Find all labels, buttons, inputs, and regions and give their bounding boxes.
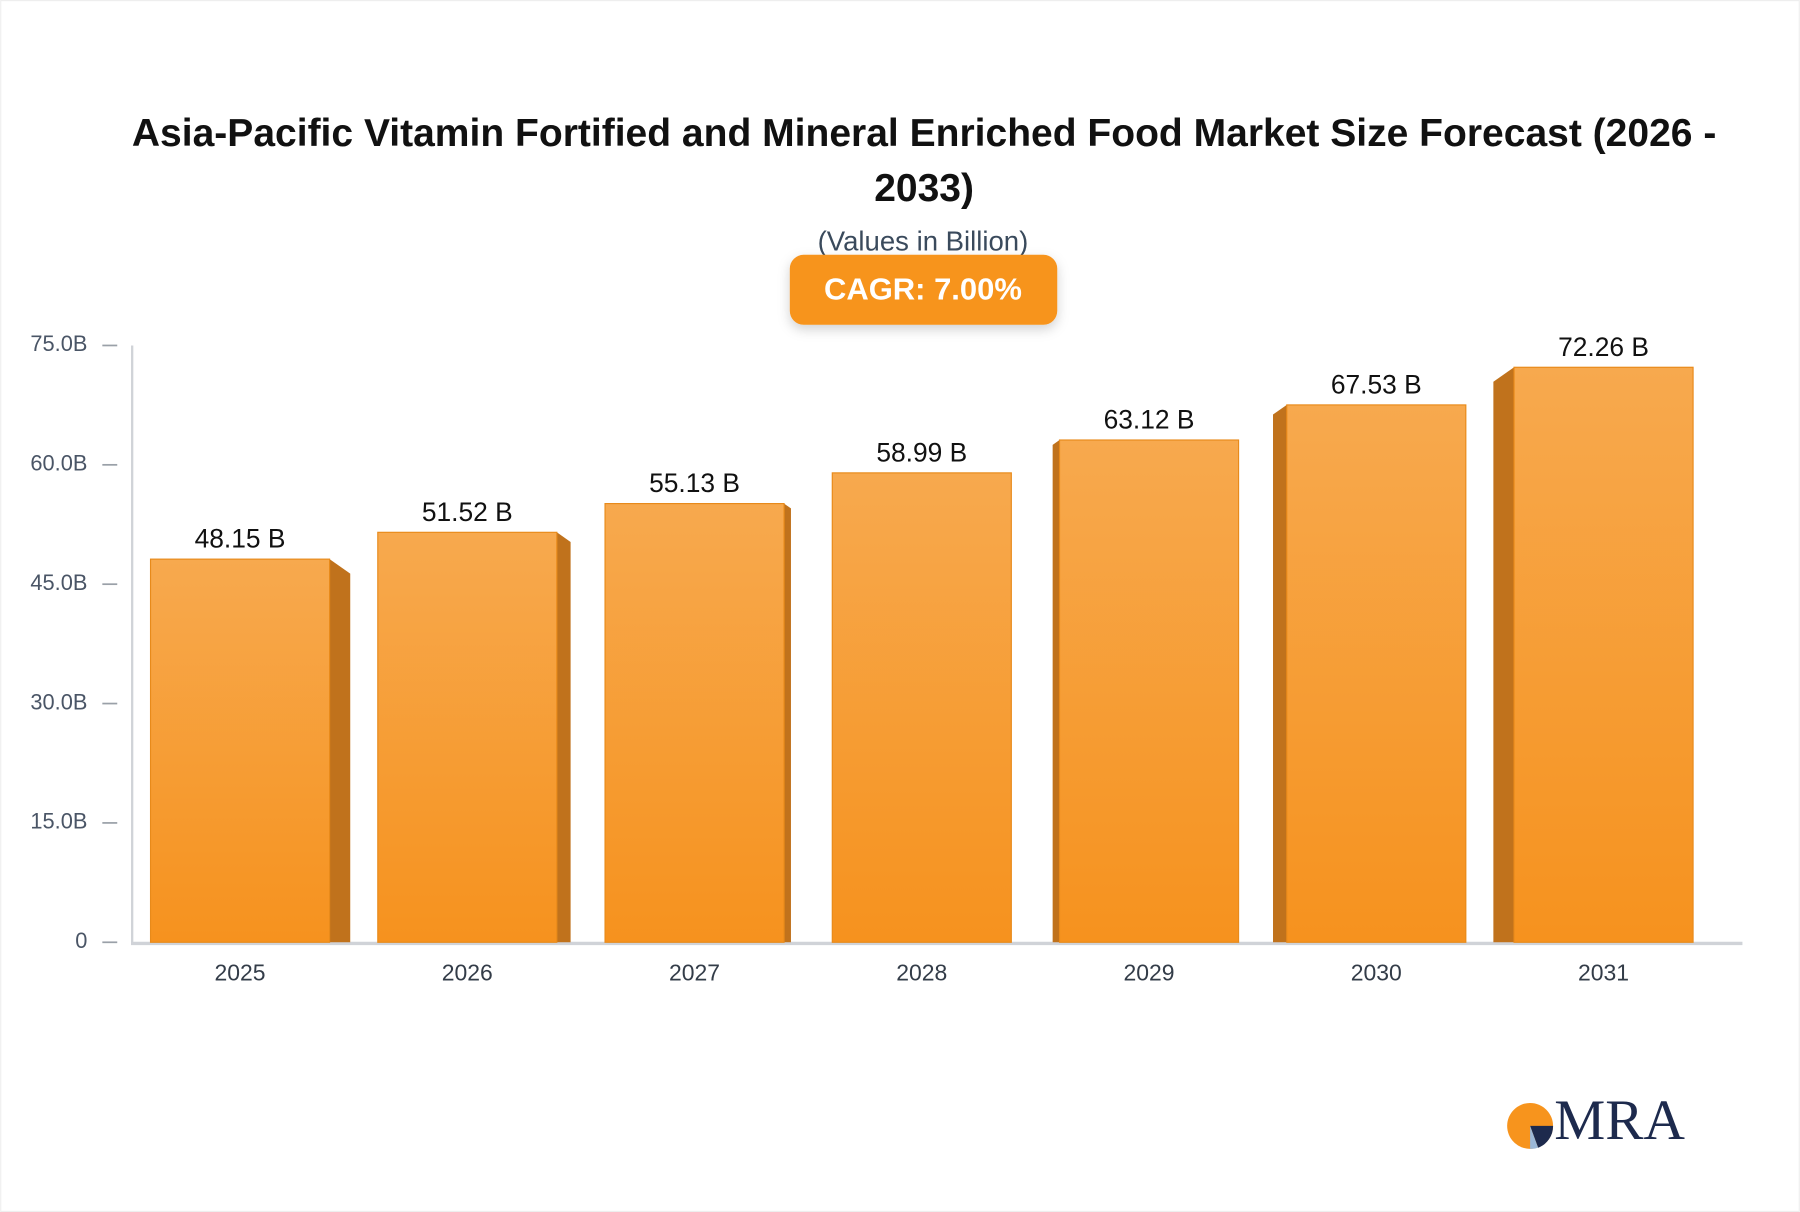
- x-tick-label: 2030: [1351, 959, 1402, 985]
- title-wrap: Asia-Pacific Vitamin Fortified and Miner…: [131, 111, 1717, 211]
- y-tick-label: 0: [75, 928, 87, 953]
- value-label: 51.52 B: [422, 497, 513, 527]
- bar-side: [329, 559, 351, 943]
- y-tick-label: 15.0B: [30, 809, 87, 834]
- value-label: 63.12 B: [1104, 405, 1195, 435]
- cagr-label: CAGR: 7.00%: [824, 272, 1022, 307]
- bar-side: [784, 503, 791, 943]
- x-tick-label: 2027: [669, 959, 720, 985]
- bar-side: [1273, 404, 1287, 943]
- bar-side: [1493, 367, 1515, 943]
- bar: [604, 503, 785, 943]
- logo-text: MRA: [1554, 1089, 1685, 1152]
- bar-side: [1052, 440, 1060, 943]
- bar: [1513, 366, 1694, 943]
- y-tick-label: 60.0B: [30, 451, 87, 476]
- y-tick-label: 30.0B: [30, 689, 87, 714]
- logo-mark-slice: [1530, 1125, 1554, 1148]
- value-label: 67.53 B: [1331, 370, 1422, 400]
- x-tick-label: 2029: [1124, 959, 1175, 985]
- value-label: 48.15 B: [195, 524, 286, 554]
- value-label: 58.99 B: [876, 437, 967, 467]
- bar: [831, 472, 1012, 943]
- x-tick-label: 2026: [442, 959, 493, 985]
- x-tick-label: 2025: [215, 959, 266, 985]
- bar-side: [556, 532, 571, 943]
- chart-title: Asia-Pacific Vitamin Fortified and Miner…: [131, 111, 1717, 211]
- logo-mark-slice: [1530, 1125, 1539, 1149]
- bar: [1286, 404, 1467, 943]
- cagr-badge: [789, 254, 1058, 325]
- value-label: 55.13 B: [649, 468, 740, 498]
- value-label: 72.26 B: [1558, 332, 1649, 362]
- x-tick-label: 2028: [896, 959, 947, 985]
- y-tick-label: 75.0B: [30, 331, 87, 356]
- bar: [377, 531, 558, 943]
- chart-subtitle: (Values in Billion): [818, 226, 1029, 257]
- bar: [149, 558, 331, 943]
- bar: [1058, 439, 1240, 943]
- x-tick-label: 2031: [1578, 959, 1629, 985]
- y-tick-label: 45.0B: [30, 570, 87, 595]
